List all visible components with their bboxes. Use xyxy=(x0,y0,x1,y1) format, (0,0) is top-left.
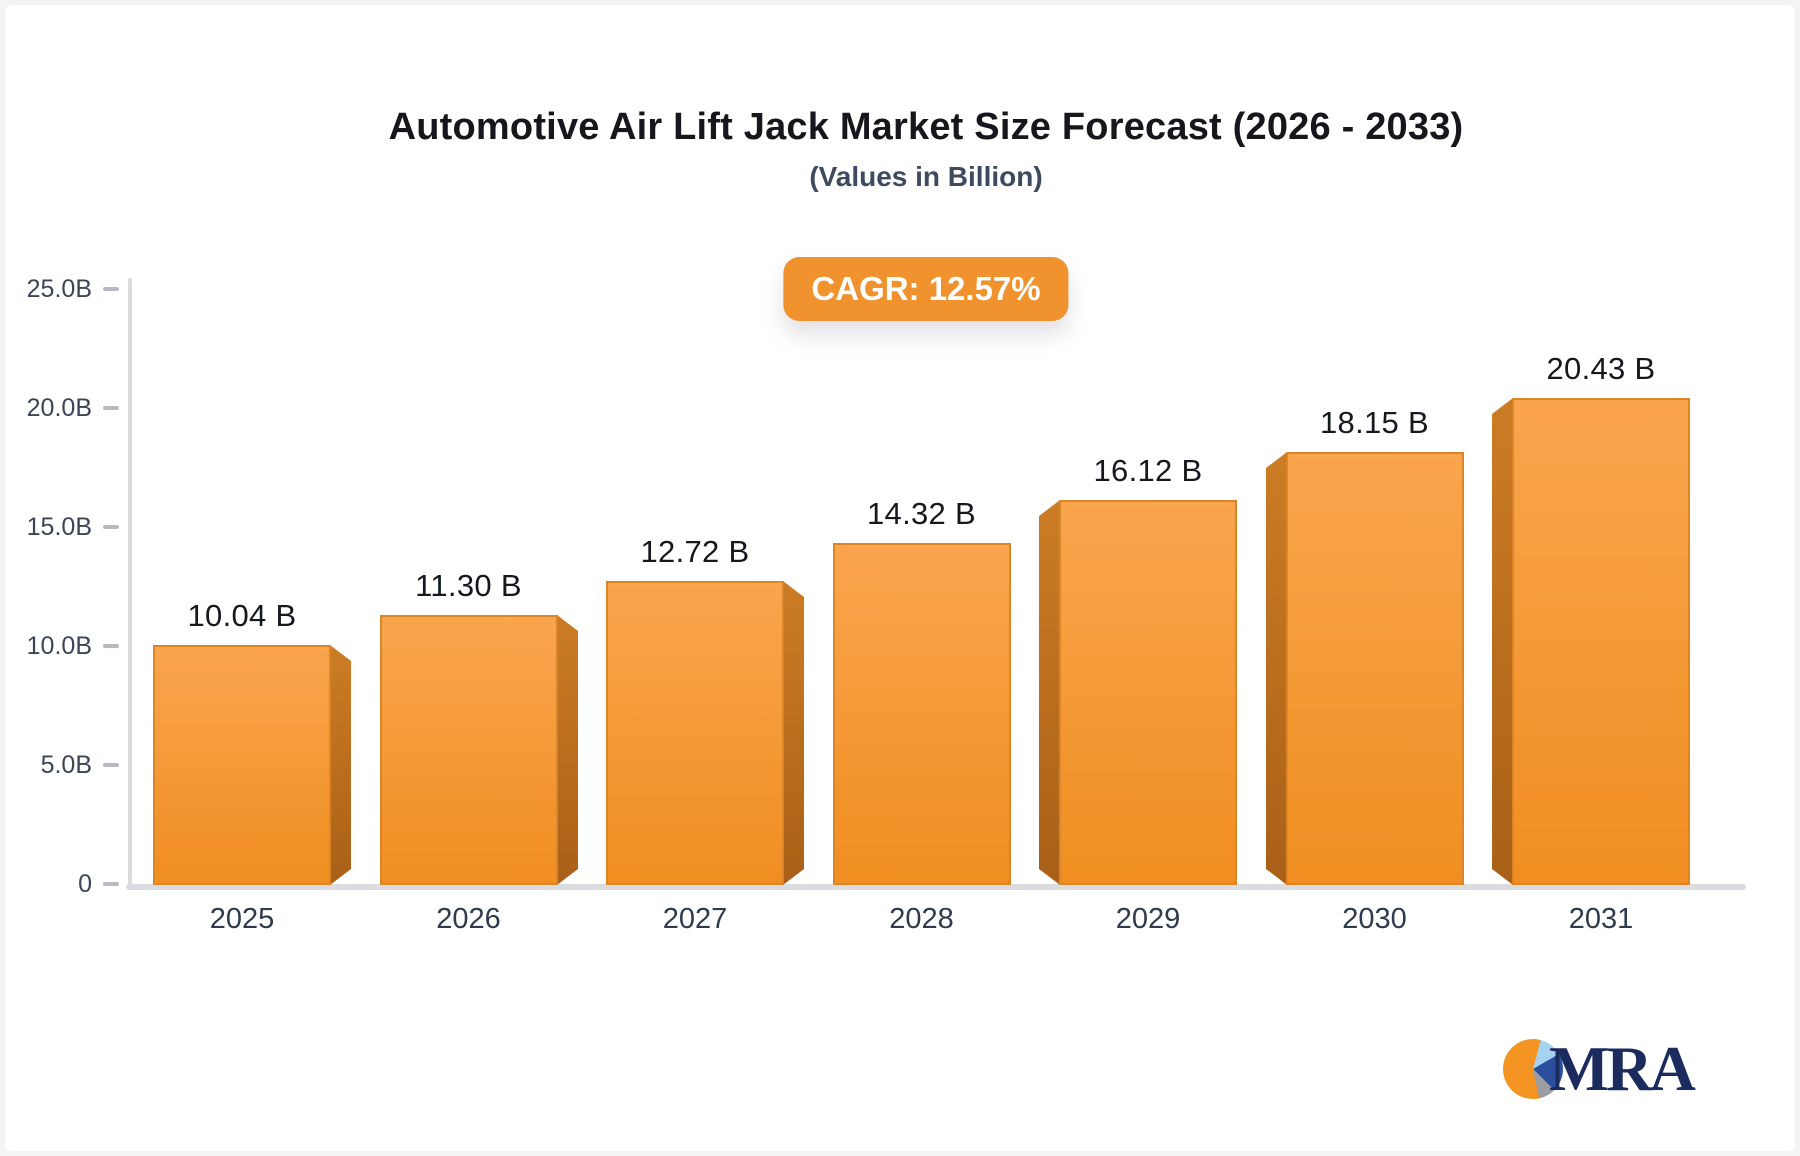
y-axis-tick-label: 15.0B xyxy=(26,513,92,541)
bar xyxy=(833,543,1011,885)
y-axis-tick xyxy=(103,882,119,886)
brand-logo: MRA xyxy=(1503,1033,1696,1104)
bar-value-label: 16.12 B xyxy=(1093,453,1203,488)
chart-title: Automotive Air Lift Jack Market Size For… xyxy=(388,106,1464,148)
y-axis-tick-label: 5.0B xyxy=(40,751,92,779)
bar-value-label: 10.04 B xyxy=(187,598,297,633)
bar xyxy=(153,645,331,885)
bar xyxy=(606,581,784,885)
bar-value-label: 20.43 B xyxy=(1546,351,1656,386)
bar xyxy=(1512,398,1690,885)
bar-value-label: 14.32 B xyxy=(867,496,976,531)
y-axis-tick-label: 25.0B xyxy=(26,275,92,303)
x-axis-label: 2030 xyxy=(1342,903,1407,935)
bar xyxy=(1286,452,1464,885)
cagr-badge-label: CAGR: 12.57% xyxy=(811,270,1041,307)
x-axis-label: 2026 xyxy=(436,903,501,935)
brand-logo-text: MRA xyxy=(1549,1033,1696,1104)
y-axis-tick-label: 10.0B xyxy=(26,632,92,660)
bar-side-face xyxy=(330,645,351,885)
chart-header: Automotive Air Lift Jack Market Size For… xyxy=(0,104,1800,194)
bar-value-label: 11.30 B xyxy=(415,568,522,603)
y-axis-line xyxy=(128,278,132,888)
bar-side-face xyxy=(783,581,804,885)
x-axis-label: 2027 xyxy=(662,903,728,935)
y-axis-tick-label: 20.0B xyxy=(26,394,92,422)
y-axis-tick xyxy=(103,763,119,767)
y-axis-tick-label: 0 xyxy=(78,870,92,898)
y-axis-tick xyxy=(103,525,119,529)
bar-side-face xyxy=(557,615,578,885)
x-axis-label: 2029 xyxy=(1115,903,1181,935)
x-axis-label: 2025 xyxy=(209,903,275,935)
pie-chart-icon xyxy=(1503,1039,1563,1099)
x-axis-label: 2028 xyxy=(889,903,954,935)
bar-side-face xyxy=(1492,398,1513,885)
bar xyxy=(380,615,558,885)
bar-side-face xyxy=(1039,500,1060,885)
y-axis-tick xyxy=(103,287,119,291)
chart-subtitle: (Values in Billion) xyxy=(809,161,1043,192)
bar xyxy=(1059,500,1237,885)
bar-side-face xyxy=(1266,452,1287,885)
y-axis-tick xyxy=(103,406,119,410)
bar-value-label: 18.15 B xyxy=(1320,405,1429,440)
x-axis-label: 2031 xyxy=(1568,903,1634,935)
cagr-badge: CAGR: 12.57% xyxy=(783,257,1069,321)
y-axis-tick xyxy=(103,644,119,648)
bar-value-label: 12.72 B xyxy=(640,534,750,569)
x-axis-baseline xyxy=(126,884,1746,890)
